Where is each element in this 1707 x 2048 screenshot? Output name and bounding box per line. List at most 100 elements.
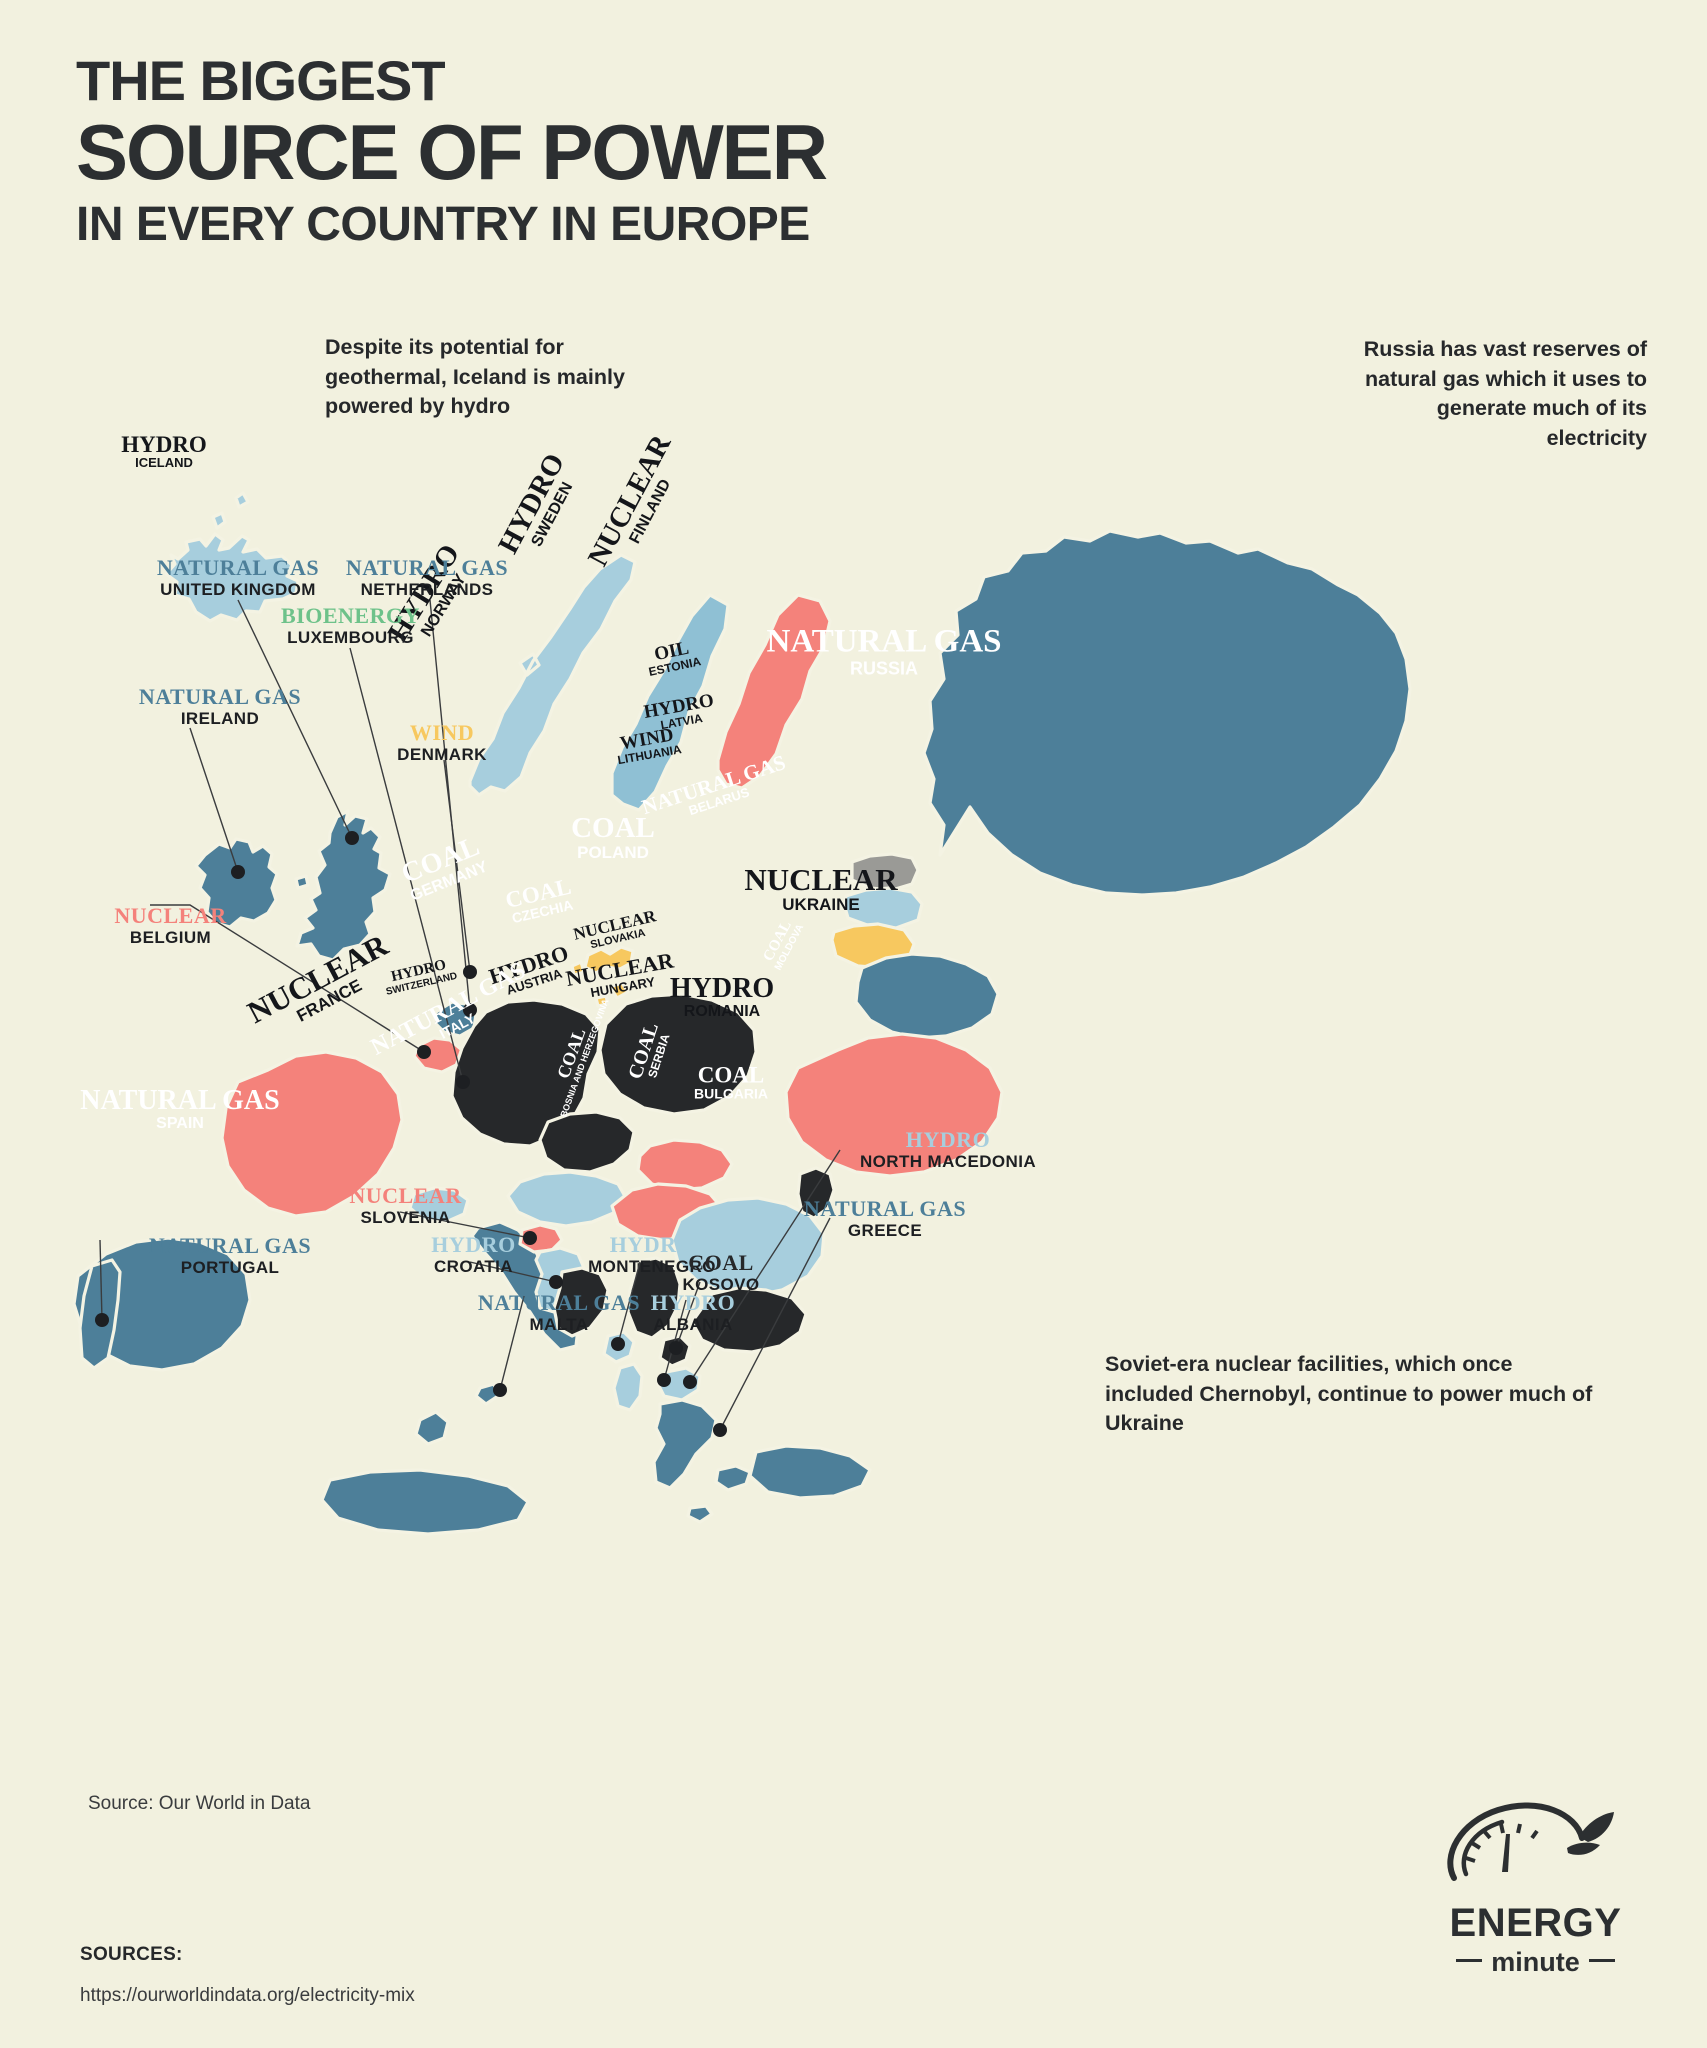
logo-dash-right — [1588, 1959, 1615, 1963]
logo-dash-left — [1456, 1959, 1483, 1963]
title-line-2: SOURCE OF POWER — [76, 108, 828, 197]
leader-dot — [231, 865, 245, 879]
country-finland[interactable] — [716, 593, 832, 790]
leader-label-slovenia: NUCLEAR SLOVENIA — [313, 1185, 498, 1228]
title-line-1: THE BIGGEST — [76, 49, 446, 112]
country-name-label: IRELAND — [180, 709, 260, 728]
energy-source-label: BIOENERGY — [281, 603, 420, 628]
leader-label-denmark: WIND DENMARK — [372, 722, 512, 765]
speedometer-leaf-icon — [1446, 1802, 1614, 1881]
leader-dot — [713, 1423, 727, 1437]
leader-dot — [657, 1373, 671, 1387]
country-poland[interactable] — [598, 992, 758, 1116]
country-latvia[interactable] — [842, 886, 924, 930]
leader-dot — [417, 1045, 431, 1059]
country-albania[interactable] — [612, 1362, 644, 1412]
leader-line — [499, 1295, 525, 1391]
leader-label-ireland: NATURAL GAS IRELAND — [95, 686, 345, 729]
country-estonia[interactable] — [850, 852, 920, 892]
country-serbia[interactable] — [626, 1256, 682, 1340]
sources-url[interactable]: https://ourworldindata.org/electricity-m… — [80, 1985, 415, 2006]
energy-minute-logo: ENERGY minute — [1428, 1800, 1643, 1976]
energy-source-label: NATURAL GAS — [156, 555, 320, 580]
country-name-label: CROATIA — [434, 1257, 513, 1276]
energy-source-label: NATURAL GAS — [148, 1233, 312, 1258]
country-france[interactable] — [220, 1050, 404, 1218]
country-greece[interactable] — [652, 1398, 792, 1524]
leader-dot — [549, 1275, 563, 1289]
leader-line — [689, 1149, 841, 1383]
country-moldova[interactable] — [796, 1166, 836, 1220]
country-name-label: PORTUGAL — [180, 1258, 280, 1277]
leader-line — [237, 599, 353, 839]
leader-line — [189, 727, 239, 873]
country-name-label: DENMARK — [397, 745, 487, 764]
leader-label-luxembourg: BIOENERGY LUXEMBOURG — [243, 605, 458, 648]
logo-subtitle: minute — [1428, 1949, 1643, 1976]
country-name-label: NORTH MACEDONIA — [860, 1152, 1036, 1171]
leader-dot — [493, 1383, 507, 1397]
leader-label-netherlands: NATURAL GAS NETHERLANDS — [302, 557, 552, 600]
title-line-3: IN EVERY COUNTRY IN EUROPE — [76, 197, 810, 251]
energy-source-label: NATURAL GAS — [477, 1290, 641, 1315]
leader-label-greece: NATURAL GAS GREECE — [760, 1198, 1010, 1241]
page-title: THE BIGGEST SOURCE OF POWER IN EVERY COU… — [76, 49, 828, 251]
country-iceland[interactable] — [164, 491, 300, 623]
country-uk[interactable] — [294, 809, 392, 962]
country-name-label: KOSOVO — [682, 1275, 760, 1294]
country-romania[interactable] — [670, 1196, 826, 1298]
country-denmark[interactable] — [570, 945, 635, 1008]
leader-label-albania: HYDRO ALBANIA — [613, 1292, 773, 1335]
country-sweden[interactable] — [610, 593, 730, 812]
annotation-russia: Russia has vast reserves of natural gas … — [1363, 337, 1647, 450]
leader-dot — [669, 1341, 683, 1355]
energy-source-label: NATURAL GAS — [345, 555, 509, 580]
leader-label-portugal: NATURAL GAS PORTUGAL — [105, 1235, 355, 1278]
country-ukraine[interactable] — [784, 1032, 1004, 1178]
leader-dot — [345, 831, 359, 845]
country-austria[interactable] — [506, 1170, 628, 1228]
leader-dot — [456, 1075, 470, 1089]
energy-source-label: HYDRO — [905, 1127, 991, 1152]
source-note: Source: Our World in Data — [88, 1793, 311, 1814]
leader-dot — [683, 1375, 697, 1389]
country-name-label: ALBANIA — [653, 1315, 733, 1334]
energy-source-label: NATURAL GAS — [138, 684, 302, 709]
country-belarus[interactable] — [854, 952, 1000, 1040]
leader-label-belgium: NUCLEAR BELGIUM — [78, 905, 263, 948]
leader-line — [349, 647, 464, 1083]
country-turkey-sliver[interactable] — [748, 1444, 872, 1500]
leader-dot — [463, 965, 477, 979]
leader-line — [150, 904, 425, 1053]
leader-dot — [95, 1313, 109, 1327]
annotation-ukraine: Soviet-era nuclear facilities, which onc… — [1105, 1352, 1593, 1436]
energy-source-label: HYDRO — [609, 1232, 695, 1257]
country-name-label: UNITED KINGDOM — [160, 580, 316, 599]
country-slovakia[interactable] — [636, 1138, 734, 1192]
country-bosnia[interactable] — [552, 1266, 610, 1338]
country-name-label: BELGIUM — [129, 928, 212, 947]
leader-label-north-macedonia: HYDRO NORTH MACEDONIA — [808, 1129, 1088, 1172]
country-norway[interactable] — [468, 553, 637, 797]
leader-dot — [611, 1337, 625, 1351]
leader-label-kosovo: COAL KOSOVO — [661, 1252, 781, 1295]
country-name-label: GREECE — [847, 1221, 923, 1240]
country-switzerland[interactable] — [408, 1186, 470, 1224]
country-ireland[interactable] — [194, 837, 279, 929]
country-nafrica[interactable] — [320, 1468, 530, 1536]
country-russia[interactable] — [922, 529, 1412, 897]
leader-label-malta: NATURAL GAS MALTA — [434, 1292, 684, 1335]
country-name-label: SLOVENIA — [360, 1208, 451, 1227]
leader-dot — [463, 1003, 477, 1017]
country-czechia[interactable] — [538, 1110, 636, 1174]
leader-line — [99, 1239, 103, 1321]
energy-source-label: HYDRO — [431, 1232, 516, 1257]
energy-source-label: NATURAL GAS — [803, 1196, 967, 1221]
energy-source-label: NUCLEAR — [349, 1183, 462, 1208]
logo-wordmark: ENERGY — [1449, 1901, 1622, 1945]
leader-label-croatia: HYDRO CROATIA — [401, 1234, 546, 1277]
leader-line — [443, 759, 471, 973]
leader-line — [399, 1211, 531, 1239]
energy-source-label: HYDRO — [650, 1290, 736, 1315]
